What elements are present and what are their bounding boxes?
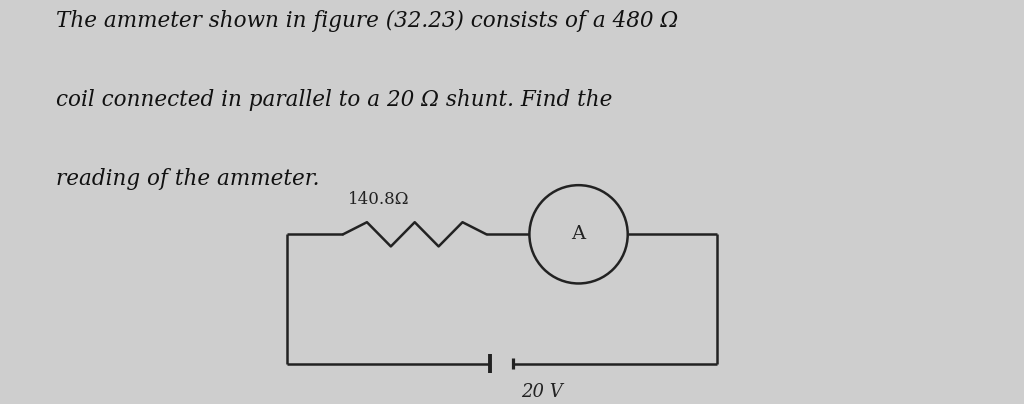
Text: 20 V: 20 V: [521, 383, 563, 402]
Text: reading of the ammeter.: reading of the ammeter.: [56, 168, 319, 189]
Text: The ammeter shown in figure (32.23) consists of a 480 Ω: The ammeter shown in figure (32.23) cons…: [56, 10, 679, 32]
Text: 140.8Ω: 140.8Ω: [348, 191, 410, 208]
Text: A: A: [571, 225, 586, 243]
Text: coil connected in parallel to a 20 Ω shunt. Find the: coil connected in parallel to a 20 Ω shu…: [56, 89, 612, 111]
